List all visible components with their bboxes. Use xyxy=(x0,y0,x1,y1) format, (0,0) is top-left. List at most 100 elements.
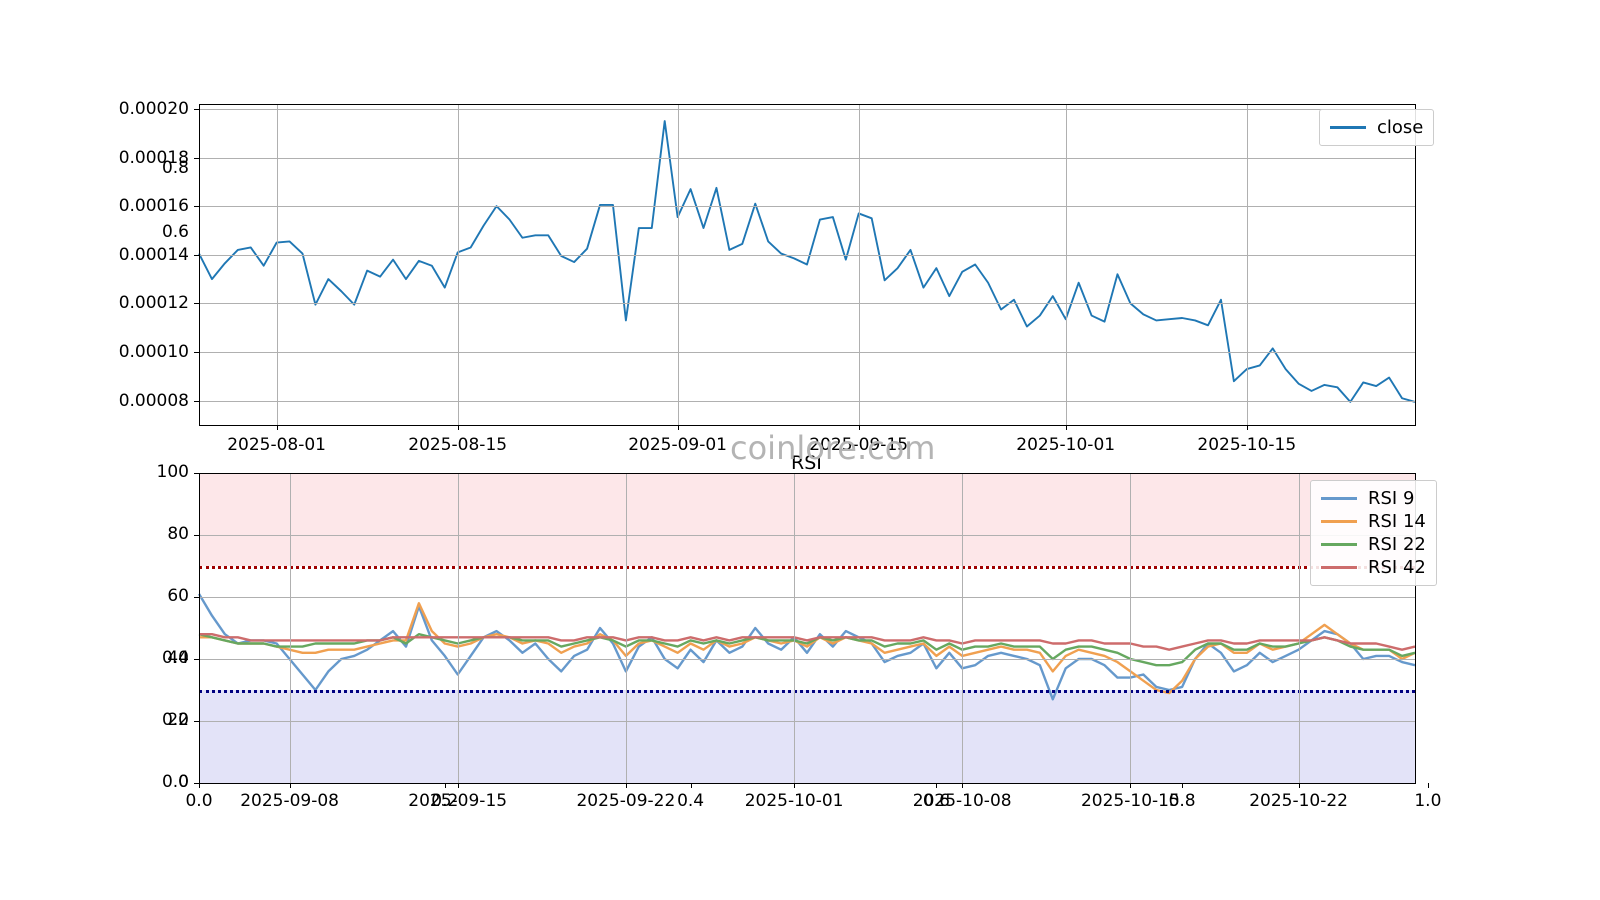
rsi-gridline-v xyxy=(1298,473,1300,783)
price-gridline-v xyxy=(1065,104,1067,425)
rsi-legend-swatch xyxy=(1321,497,1357,500)
rsi-overlay-xtick-label: 0.0 xyxy=(185,791,213,811)
rsi-gridline-v xyxy=(625,473,627,783)
price-spine-b xyxy=(199,425,1416,426)
price-spine-t xyxy=(199,104,1415,105)
rsi-ytick-label: 40 xyxy=(167,648,189,668)
rsi-overlay-xtick-mark xyxy=(1182,783,1184,788)
rsi-overlay-ytick-label: 0.2 xyxy=(161,710,189,730)
price-ytick-mark xyxy=(194,254,199,256)
rsi-ytick-label: 20 xyxy=(167,710,189,730)
price-xtick-label: 2025-09-01 xyxy=(628,435,727,455)
rsi-ytick-mark xyxy=(194,659,199,660)
rsi-ytick-mark xyxy=(194,783,199,784)
price-overlay-ytick-label: 0.8 xyxy=(161,158,189,179)
price-legend-swatch xyxy=(1330,126,1366,129)
rsi-overlay-xtick-mark xyxy=(936,783,938,788)
rsi-xtick-label: 2025-09-22 xyxy=(576,791,676,811)
price-overlay-ytick-label: 0.6 xyxy=(161,222,189,243)
rsi-legend-swatch xyxy=(1321,520,1357,523)
rsi-xtick-label: 2025-10-15 xyxy=(1080,791,1180,811)
rsi-xtick-mark xyxy=(625,783,627,788)
rsi-gridline-v xyxy=(1130,473,1132,783)
rsi-ytick-mark xyxy=(194,473,199,474)
rsi-gridline-h xyxy=(199,597,1415,598)
oversold-threshold-line xyxy=(199,690,1415,693)
price-xtick-mark xyxy=(276,425,278,430)
rsi-gridline-v xyxy=(289,473,291,783)
price-xtick-label: 2025-08-01 xyxy=(227,435,326,455)
overbought-band xyxy=(199,473,1415,566)
rsi-xtick-mark xyxy=(962,783,964,788)
rsi-ytick-mark xyxy=(194,597,199,598)
rsi-line-plot xyxy=(197,593,1416,701)
price-series-0 xyxy=(198,120,1416,403)
price-xtick-mark xyxy=(1246,425,1248,430)
rsi-overlay-xtick-mark xyxy=(444,783,446,788)
rsi-legend-label: RSI 9 xyxy=(1368,488,1415,509)
price-gridline-h xyxy=(199,400,1415,402)
rsi-xtick-mark xyxy=(457,783,459,788)
rsi-spine-t xyxy=(199,473,1415,474)
rsi-series-3 xyxy=(199,632,1416,651)
rsi-spine-b xyxy=(199,783,1416,784)
rsi-legend-label: RSI 42 xyxy=(1368,557,1426,578)
price-gridline-h xyxy=(199,108,1415,110)
price-legend: close xyxy=(1319,109,1435,146)
price-gridline-h xyxy=(199,206,1415,208)
rsi-ytick-mark xyxy=(194,535,199,536)
price-ytick-mark xyxy=(194,206,199,208)
rsi-legend-swatch xyxy=(1321,566,1357,569)
rsi-legend-label: RSI 22 xyxy=(1368,534,1426,555)
rsi-overlay-xtick-label: 0.8 xyxy=(1168,791,1196,811)
price-gridline-v xyxy=(276,104,278,425)
price-xtick-label: 2025-08-15 xyxy=(408,435,508,455)
rsi-xtick-mark xyxy=(794,783,796,788)
rsi-ytick-label: 0 xyxy=(178,772,189,792)
rsi-gridline-h xyxy=(199,535,1415,536)
rsi-gridline-v xyxy=(794,473,796,783)
price-spine-r xyxy=(1415,104,1416,425)
rsi-spine-r xyxy=(1415,473,1416,783)
rsi-ytick-label: 60 xyxy=(167,586,189,606)
price-xtick-mark xyxy=(457,425,459,430)
rsi-overlay-xtick-mark xyxy=(690,783,692,788)
price-line-plot xyxy=(198,120,1416,403)
price-gridline-v xyxy=(1246,104,1248,425)
rsi-gridline-h xyxy=(199,659,1415,660)
rsi-gridline-v xyxy=(457,473,459,783)
price-ytick-mark xyxy=(194,108,199,110)
price-gridline-v xyxy=(858,104,860,425)
price-ytick-label: 0.00008 xyxy=(118,390,189,411)
price-gridline-h xyxy=(199,303,1415,305)
price-xtick-label: 2025-10-01 xyxy=(1016,435,1116,455)
rsi-series-2 xyxy=(198,632,1416,667)
overbought-threshold-line xyxy=(199,566,1415,569)
rsi-overlay-ytick-label: 0.0 xyxy=(161,772,189,792)
rsi-legend-item: RSI 22 xyxy=(1321,533,1426,556)
price-spine-l xyxy=(199,104,200,425)
rsi-overlay-xtick-mark xyxy=(199,783,200,788)
price-xtick-mark xyxy=(677,425,679,430)
rsi-chart-panel xyxy=(197,473,1416,783)
rsi-overlay-xtick-label: 0.6 xyxy=(922,791,950,811)
rsi-xtick-mark xyxy=(1130,783,1132,788)
rsi-xtick-label: 2025-09-08 xyxy=(240,791,339,811)
rsi-xtick-label: 2025-10-08 xyxy=(912,791,1012,811)
coinlore-watermark: coinlore.com xyxy=(730,429,936,467)
price-ytick-label: 0.00012 xyxy=(118,293,189,314)
price-ytick-label: 0.00018 xyxy=(118,147,189,168)
price-chart-panel xyxy=(198,104,1416,425)
rsi-legend: RSI 9 RSI 14 RSI 22 RSI 42 xyxy=(1310,480,1437,586)
price-ytick-label: 0.00016 xyxy=(118,196,189,217)
rsi-overlay-xtick-label: 0.4 xyxy=(677,791,705,811)
rsi-spine-l xyxy=(199,473,200,783)
price-legend-item: close xyxy=(1330,116,1423,139)
rsi-overlay-xtick-label: 1.0 xyxy=(1414,791,1442,811)
rsi-gridline-h xyxy=(199,721,1415,722)
price-gridline-h xyxy=(199,254,1415,256)
rsi-overlay-xtick-label: 0.2 xyxy=(431,791,459,811)
price-gridline-v xyxy=(457,104,459,425)
price-ytick-mark xyxy=(194,157,199,159)
